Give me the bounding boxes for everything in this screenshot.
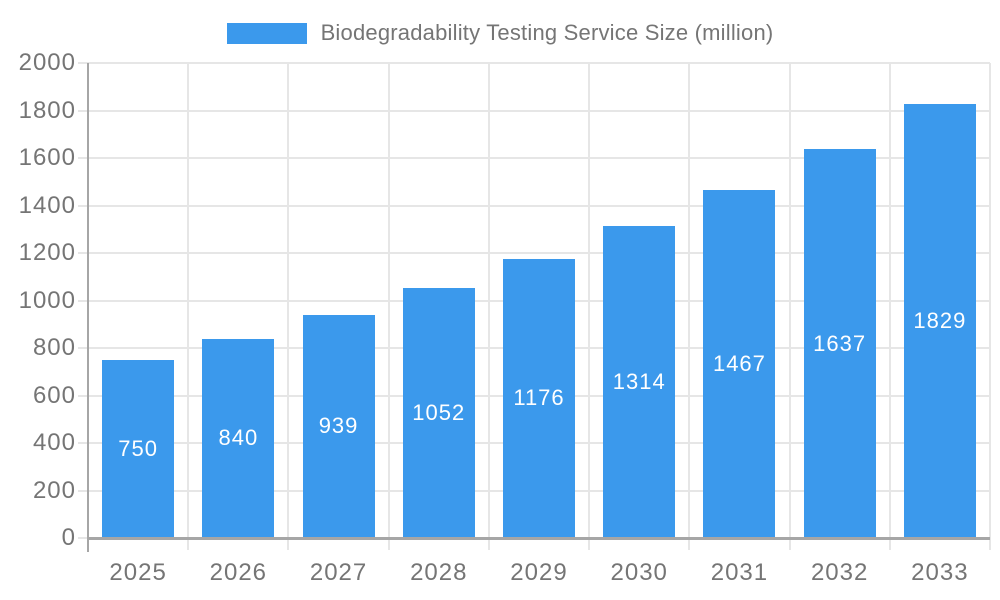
bar-value-label: 750: [118, 435, 158, 461]
bar-value-label: 1314: [612, 368, 666, 394]
bar: 1637: [803, 149, 876, 538]
bar-value-label: 1052: [412, 400, 466, 426]
gridline-horizontal: [78, 109, 990, 112]
x-axis-tick-label: 2025: [109, 559, 167, 586]
gridline-vertical: [588, 63, 591, 550]
bar: 1467: [703, 189, 776, 538]
x-axis-tick-label: 2032: [810, 559, 869, 586]
legend-label: Biodegradability Testing Service Size (m…: [320, 20, 774, 45]
x-axis-tick-label: 2031: [710, 559, 769, 586]
x-axis-tick-label: 2028: [410, 559, 468, 586]
bar-value-label: 1829: [913, 307, 967, 333]
x-axis-tick-label: 2030: [610, 559, 668, 586]
y-axis-tick-label: 1200: [18, 239, 76, 266]
x-axis-tick-label: 2026: [209, 559, 268, 586]
gridline-vertical: [788, 63, 791, 550]
y-axis-tick-label: 1000: [18, 286, 76, 314]
y-axis-tick-label: 1800: [18, 96, 76, 124]
bar: 939: [302, 314, 375, 538]
gridline-vertical: [487, 63, 490, 550]
bar: 840: [202, 338, 275, 538]
bar: 750: [102, 359, 175, 538]
gridline-vertical: [888, 63, 891, 550]
bar-value-label: 840: [218, 425, 259, 451]
y-axis-tick-label: 600: [32, 381, 76, 409]
legend-swatch-icon: [226, 22, 307, 44]
bar: 1176: [503, 258, 575, 538]
gridline-horizontal: [78, 204, 990, 207]
x-axis-tick-label: 2029: [510, 559, 568, 586]
x-axis-tick-label: 2033: [911, 559, 969, 586]
legend: Biodegradability Testing Service Size (m…: [0, 14, 1000, 52]
gridline-vertical: [287, 63, 290, 550]
y-axis-tick-label: 400: [32, 429, 76, 456]
gridline-vertical: [688, 63, 691, 550]
y-axis-tick-label: 200: [32, 476, 76, 504]
gridline-vertical: [387, 63, 390, 550]
bar: 1829: [903, 103, 976, 538]
x-axis-tick-label: 2027: [309, 559, 368, 586]
y-axis-tick-label: 1400: [18, 191, 76, 219]
legend-item[interactable]: Biodegradability Testing Service Size (m…: [226, 20, 774, 46]
bar-value-label: 1637: [813, 330, 867, 356]
gridline-vertical: [187, 63, 190, 550]
bar-value-label: 1176: [513, 385, 565, 411]
y-axis-tick-label: 1600: [18, 144, 76, 171]
y-axis-line: [87, 63, 89, 552]
y-axis-tick-label: 800: [32, 334, 76, 361]
gridline-horizontal: [78, 62, 990, 64]
y-axis-tick-label: 0: [61, 524, 76, 551]
bar-value-label: 939: [318, 413, 359, 439]
bar: 1314: [603, 225, 676, 538]
y-axis-tick-label: 2000: [18, 49, 76, 76]
gridline-vertical: [989, 63, 991, 550]
bar-value-label: 1467: [712, 350, 766, 376]
gridline-horizontal: [78, 157, 990, 159]
gridline-horizontal: [78, 252, 990, 254]
x-axis-line: [88, 537, 990, 540]
bar: 1052: [402, 288, 475, 538]
